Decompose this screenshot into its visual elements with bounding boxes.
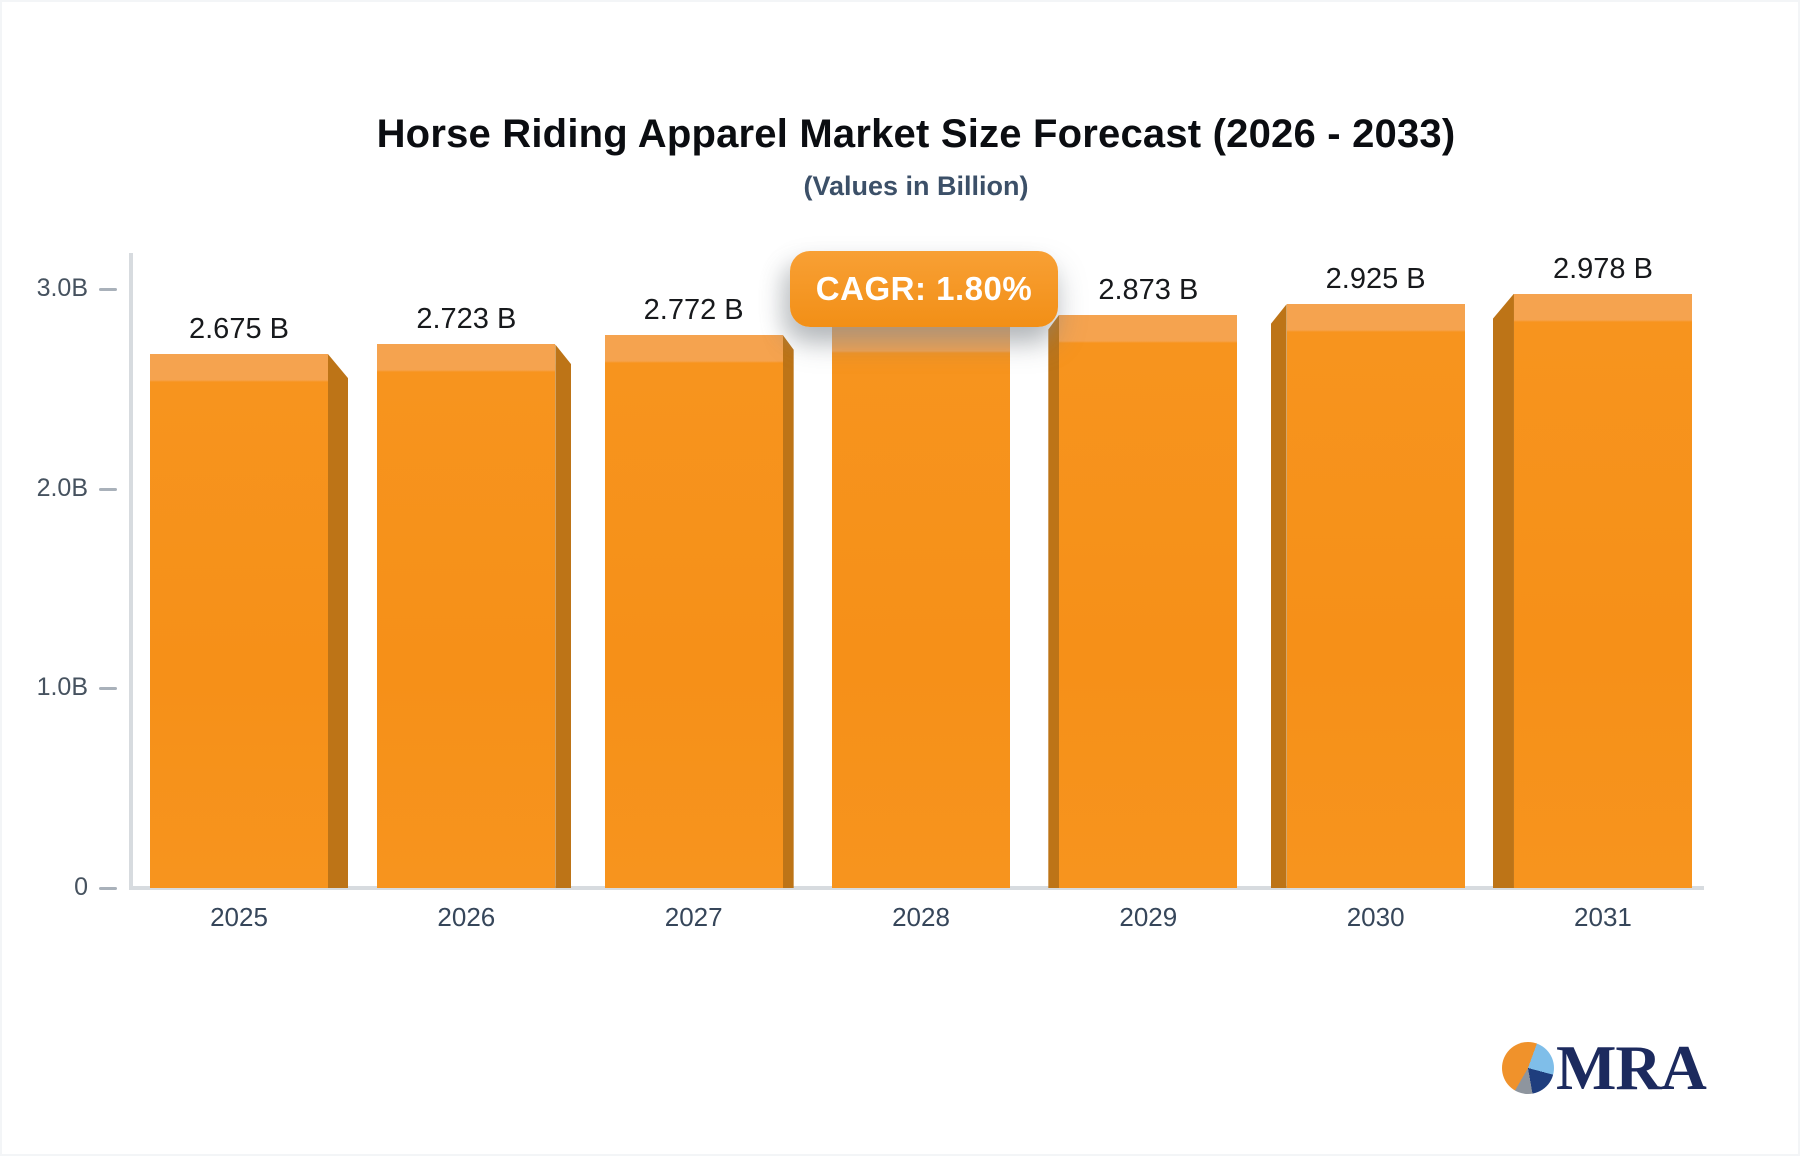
bar[interactable] <box>1513 293 1692 888</box>
bar[interactable] <box>831 324 1010 888</box>
bar-side-shade <box>1048 314 1060 888</box>
pie-chart-logo-icon <box>1502 1042 1554 1094</box>
logo-text: MRA <box>1556 1032 1707 1103</box>
x-axis-label: 2025 <box>210 902 268 932</box>
y-axis-tick-label: 0 <box>74 873 88 901</box>
bar-side-shade <box>1270 304 1287 888</box>
x-axis-label: 2027 <box>664 902 723 932</box>
x-axis-label: 2026 <box>437 902 496 932</box>
bar-side-shade <box>328 354 348 888</box>
bar-value-label: 2.772 B <box>643 293 744 326</box>
company-logo[interactable]: MRA <box>1502 1036 1762 1110</box>
y-axis-tick-dash <box>99 288 117 292</box>
bar[interactable] <box>1059 314 1238 888</box>
x-axis-line <box>129 886 1704 890</box>
bar-value-label: 2.723 B <box>416 303 517 336</box>
cagr-badge-label: CAGR: 1.80% <box>815 270 1033 307</box>
bar[interactable] <box>377 344 556 888</box>
x-axis-label: 2028 <box>892 902 950 932</box>
x-axis-label: 2029 <box>1119 902 1178 932</box>
bar-value-label: 2.925 B <box>1325 263 1426 296</box>
y-axis-tick-label: 1.0B <box>36 673 88 702</box>
x-axis-label: 2031 <box>1574 902 1632 932</box>
y-axis-tick-label: 2.0B <box>36 473 88 502</box>
bar-value-label: 2.873 B <box>1098 273 1199 306</box>
bar[interactable] <box>150 354 328 888</box>
chart-title: Horse Riding Apparel Market Size Forecas… <box>376 112 1456 156</box>
bar-value-label: 2.978 B <box>1552 252 1653 285</box>
y-axis-line <box>129 253 133 890</box>
y-axis-tick-dash <box>99 887 117 890</box>
y-axis-tick-label: 3.0B <box>36 274 88 303</box>
bar-side-shade <box>555 344 572 888</box>
chart-subtitle: (Values in Billion) <box>803 171 1029 201</box>
x-axis-label: 2030 <box>1346 902 1405 932</box>
y-axis-tick-dash <box>99 487 117 491</box>
bar[interactable] <box>604 334 783 888</box>
cagr-badge: CAGR: 1.80% <box>790 251 1058 327</box>
y-axis-tick-dash <box>99 687 117 691</box>
bar[interactable] <box>1286 304 1465 888</box>
bar-side-shade <box>1492 293 1514 888</box>
bar-value-label: 2.675 B <box>189 313 289 346</box>
bar-side-shade <box>782 334 794 888</box>
